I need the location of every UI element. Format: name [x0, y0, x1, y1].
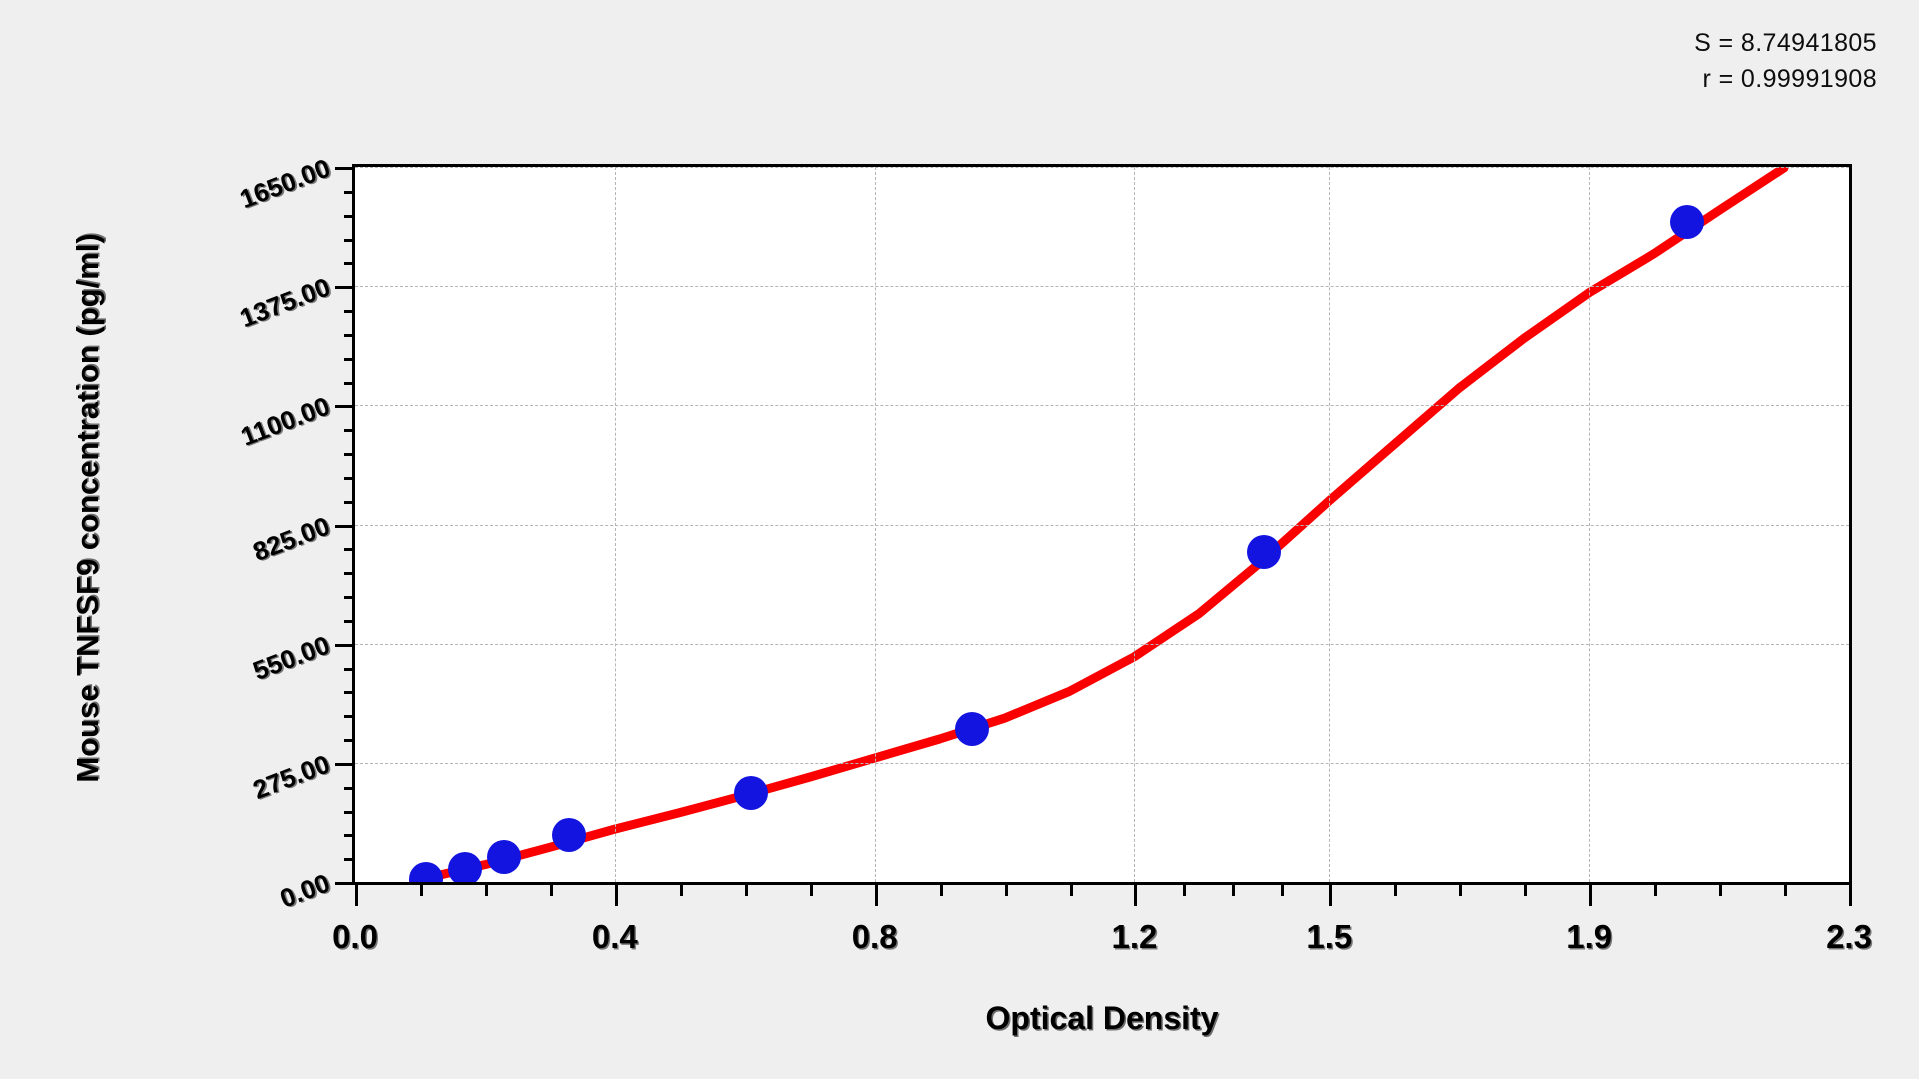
- y-axis-title: Mouse TNFSF9 concentration (pg/ml): [70, 233, 105, 783]
- y-axis-tick: [335, 643, 355, 647]
- plot-inner: [355, 167, 1849, 882]
- regression-curve-path: [408, 167, 1789, 882]
- y-axis-tick: [335, 405, 355, 409]
- data-point-marker: [552, 818, 587, 853]
- y-axis-minor-tick: [344, 667, 355, 671]
- x-axis-minor-tick: [549, 882, 553, 896]
- x-axis-tick-label: 2.3: [1826, 918, 1872, 955]
- x-axis-title: Optical Density: [985, 1000, 1219, 1036]
- gridline-horizontal: [355, 524, 1849, 526]
- y-axis-minor-tick: [344, 786, 355, 790]
- y-axis-tick: [335, 762, 355, 766]
- y-axis-minor-tick: [344, 333, 355, 337]
- x-axis-minor-tick: [1004, 882, 1008, 896]
- x-axis-minor-tick: [419, 882, 423, 896]
- x-axis-minor-tick: [1524, 882, 1528, 896]
- x-axis-tick-label: 0.8: [851, 918, 898, 955]
- x-axis-minor-tick: [1280, 882, 1284, 896]
- y-axis-minor-tick: [344, 739, 355, 742]
- data-point-marker: [409, 862, 444, 882]
- data-point-marker: [487, 839, 522, 874]
- gridline-vertical: [614, 167, 616, 882]
- x-axis-minor-tick: [1784, 882, 1788, 896]
- y-axis-tick-label: 0.00: [276, 867, 335, 914]
- gridline-horizontal: [355, 643, 1849, 645]
- x-axis-minor-tick: [1654, 882, 1658, 896]
- data-point-marker: [1669, 205, 1704, 240]
- x-axis-tick: [1329, 882, 1333, 906]
- gridline-vertical: [1134, 167, 1136, 882]
- x-axis-minor-tick: [1069, 882, 1073, 896]
- fitted-curve: [408, 167, 1789, 882]
- x-axis-tick: [1849, 882, 1852, 906]
- x-axis-minor-tick: [809, 882, 813, 896]
- y-axis-minor-tick: [344, 572, 355, 576]
- x-axis-tick-label: 1.5: [1306, 918, 1353, 955]
- data-point-marker: [1247, 534, 1282, 569]
- s-statistic: S = 8.74941805: [1694, 29, 1877, 57]
- x-axis-tick: [614, 882, 618, 906]
- y-axis-minor-tick: [344, 357, 355, 361]
- y-axis-minor-tick: [344, 476, 355, 480]
- y-axis-minor-tick: [344, 619, 355, 623]
- y-axis-minor-tick: [344, 429, 355, 433]
- y-axis-tick-label: 825.00: [249, 510, 335, 567]
- gridline-vertical: [1329, 167, 1331, 882]
- y-axis-minor-tick: [344, 691, 355, 695]
- data-point-marker: [955, 712, 990, 747]
- y-axis-minor-tick: [344, 453, 355, 456]
- y-axis-minor-tick: [344, 310, 355, 313]
- x-axis-tick-label: 1.2: [1111, 918, 1158, 955]
- y-axis-tick-label: 1650.00: [235, 152, 335, 215]
- gridline-horizontal: [355, 167, 1849, 168]
- y-axis-minor-tick: [344, 500, 355, 504]
- x-axis-minor-tick: [679, 882, 683, 896]
- x-axis-minor-tick: [1394, 882, 1398, 896]
- x-axis-tick-label: 1.9: [1566, 918, 1613, 955]
- plot-area: 0.00 275.00 550.00 825.00 1100.00 1375.00 1650…: [236, 153, 1872, 955]
- y-axis-tick-label: 1375.00: [235, 271, 335, 334]
- gridline-horizontal: [355, 405, 1849, 407]
- y-axis-minor-tick: [344, 238, 355, 242]
- x-axis-minor-tick: [1719, 882, 1723, 896]
- y-axis-tick: [335, 524, 355, 528]
- y-axis-tick-label: 275.00: [249, 748, 335, 805]
- y-axis-minor-tick: [344, 548, 355, 552]
- gridline-vertical: [874, 167, 876, 882]
- data-point-marker: [448, 852, 483, 882]
- y-axis-minor-tick: [344, 834, 355, 838]
- r-statistic: r = 0.99991908: [1702, 64, 1877, 93]
- x-axis-tick-label: 0.0: [332, 918, 378, 955]
- y-axis-minor-tick: [344, 596, 355, 599]
- y-axis-tick: [335, 167, 355, 170]
- gridline-horizontal: [355, 762, 1849, 764]
- y-axis-minor-tick: [344, 190, 355, 194]
- gridline-vertical: [1589, 167, 1591, 882]
- y-axis-minor-tick: [344, 214, 355, 218]
- y-axis-minor-tick: [344, 715, 355, 719]
- x-axis-tick-label: 0.4: [591, 918, 638, 955]
- x-axis-minor-tick: [1231, 882, 1235, 896]
- y-axis-tick: [335, 286, 355, 290]
- fit-statistics: S = 8.74941805 r = 0.99991908: [1694, 26, 1877, 97]
- x-axis-minor-tick: [484, 882, 488, 896]
- x-axis-tick: [1134, 882, 1138, 906]
- y-axis-minor-tick: [344, 381, 355, 385]
- y-axis-minor-tick: [344, 858, 355, 862]
- x-axis-minor-tick: [939, 882, 943, 896]
- y-axis-tick-label: 1100.00: [237, 390, 335, 453]
- y-axis-tick-label: 550.00: [249, 629, 335, 686]
- y-axis-tick: [335, 882, 355, 885]
- gridline-horizontal: [355, 286, 1849, 288]
- data-point-marker: [734, 776, 769, 811]
- x-axis-tick: [874, 882, 878, 906]
- x-axis-minor-tick: [744, 882, 748, 896]
- x-axis-tick: [1589, 882, 1593, 906]
- y-axis-minor-tick: [344, 262, 355, 266]
- x-axis-minor-tick: [1459, 882, 1463, 896]
- x-axis-minor-tick: [1183, 882, 1187, 896]
- x-axis-tick: [355, 882, 358, 906]
- y-axis-minor-tick: [344, 810, 355, 814]
